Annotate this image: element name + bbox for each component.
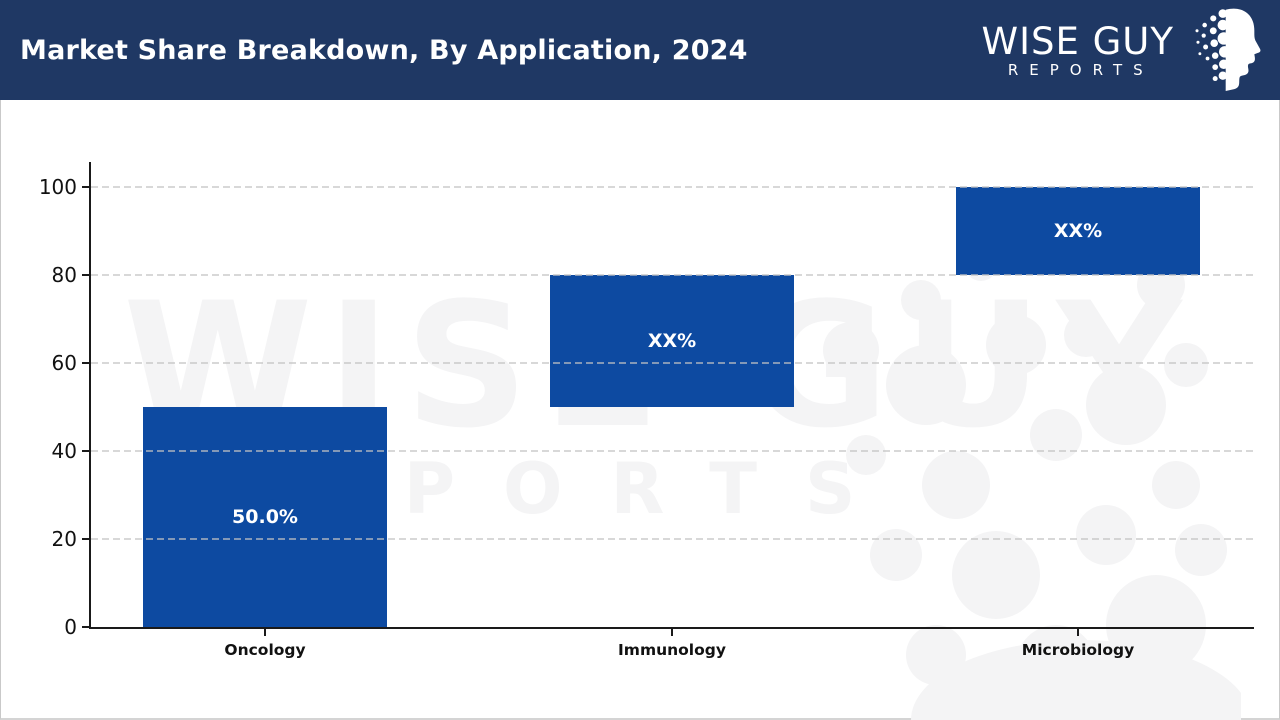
y-tick-80: [82, 274, 89, 276]
x-axis-spine: [89, 627, 1254, 629]
chart-title: Market Share Breakdown, By Application, …: [20, 34, 748, 66]
y-axis-spine: [89, 162, 91, 629]
logo-brand-subtitle: REPORTS: [1007, 60, 1154, 79]
y-tick-label-80: 80: [51, 263, 77, 287]
category-label-oncology: Oncology: [224, 641, 306, 659]
x-tick-oncology: [264, 629, 266, 636]
header-band: Market Share Breakdown, By Application, …: [0, 0, 1280, 100]
y-tick-20: [82, 538, 89, 540]
category-label-microbiology: Microbiology: [1021, 641, 1135, 659]
y-tick-label-60: 60: [51, 351, 77, 375]
y-tick-label-40: 40: [51, 439, 77, 463]
gridline-40: [91, 450, 1254, 452]
y-tick-label-0: 0: [64, 615, 77, 639]
gridline-60: [91, 362, 1254, 364]
chart-canvas: WISE GUY REPORTS 0 20 40 60 80 100: [0, 100, 1280, 720]
logo-brand-name: WISE GUY: [981, 19, 1174, 63]
gridline-20: [91, 538, 1254, 540]
y-tick-100: [82, 186, 89, 188]
bar-oncology: [143, 407, 387, 627]
bar-value-label-immunology: XX%: [647, 330, 697, 352]
x-tick-immunology: [671, 629, 673, 636]
y-tick-0: [82, 626, 89, 628]
bar-microbiology: [956, 187, 1200, 275]
y-tick-label-20: 20: [51, 527, 77, 551]
y-tick-60: [82, 362, 89, 364]
category-label-immunology: Immunology: [618, 641, 726, 659]
bar-immunology: [550, 275, 794, 407]
y-tick-40: [82, 450, 89, 452]
bar-value-label-oncology: 50.0%: [232, 506, 298, 528]
gridline-100: [91, 186, 1254, 188]
wise-guy-reports-logo: WISE GUY REPORTS: [982, 3, 1262, 97]
watermark-dotted-head-icon: [771, 200, 1251, 720]
bar-value-label-microbiology: XX%: [1053, 220, 1103, 242]
gridline-80: [91, 274, 1254, 276]
dotted-head-profile-icon: [1176, 3, 1262, 97]
logo-text: WISE GUY REPORTS: [982, 23, 1174, 78]
y-tick-label-100: 100: [38, 175, 77, 199]
x-tick-microbiology: [1077, 629, 1079, 636]
